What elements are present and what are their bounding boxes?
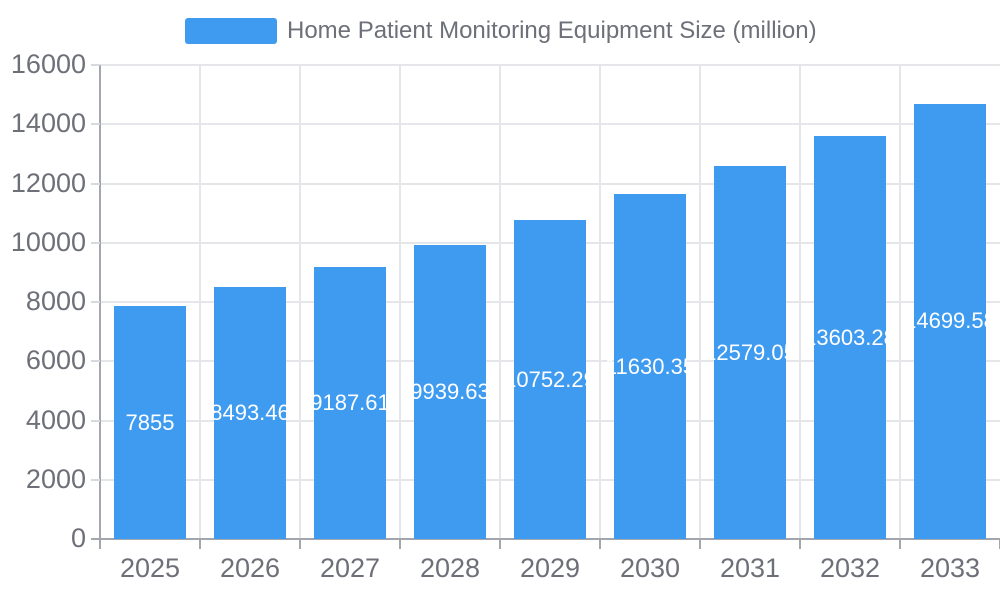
bar-2031[interactable] — [714, 166, 786, 539]
x-axis-label-2025: 2025 — [119, 553, 181, 583]
bar-2026[interactable] — [214, 287, 286, 539]
y-axis-tick-label: 2000 — [25, 463, 86, 494]
y-axis-tick-label: 14000 — [10, 108, 86, 139]
legend-swatch-icon[interactable] — [185, 18, 277, 44]
y-axis-tick — [91, 123, 100, 126]
y-axis-tick — [91, 419, 100, 422]
x-axis-label-2029: 2029 — [519, 553, 581, 583]
y-axis-tick-label: 16000 — [10, 49, 86, 79]
x-axis-tick — [299, 540, 301, 549]
y-axis-tick — [91, 478, 100, 481]
bar-2029[interactable] — [514, 220, 586, 539]
x-axis-label-2027: 2027 — [319, 553, 381, 583]
gridline-x-2 — [299, 65, 301, 539]
x-axis-tick — [199, 540, 201, 549]
x-axis-tick — [599, 540, 601, 549]
x-axis-tick — [799, 540, 801, 549]
bar-2030[interactable] — [614, 194, 686, 539]
gridline-y-14000 — [100, 123, 1000, 126]
y-axis-tick-label: 12000 — [10, 167, 86, 198]
gridline-x-8 — [899, 65, 901, 539]
gridline-x-6 — [699, 65, 701, 539]
y-axis-tick — [91, 182, 100, 185]
bar-2028[interactable] — [414, 244, 486, 539]
gridline-y-16000 — [100, 64, 1000, 66]
gridline-x-7 — [799, 65, 801, 539]
legend[interactable]: Home Patient Monitoring Equipment Size (… — [185, 17, 817, 45]
y-axis-tick — [91, 301, 100, 303]
bar-2027[interactable] — [314, 266, 386, 539]
x-axis-tick — [899, 540, 901, 549]
x-axis-tick — [499, 540, 501, 549]
x-axis-label-2030: 2030 — [619, 553, 681, 583]
y-axis-tick-label: 4000 — [25, 404, 86, 435]
gridline-x-1 — [199, 65, 201, 539]
y-axis-tick — [91, 241, 100, 244]
x-axis-tick — [399, 540, 401, 549]
y-axis-tick-label: 8000 — [25, 286, 86, 316]
bar-2033[interactable] — [914, 103, 986, 539]
y-axis-tick-label: 0 — [70, 523, 86, 553]
x-axis-label-2028: 2028 — [419, 553, 481, 583]
x-axis-label-2031: 2031 — [719, 553, 781, 583]
gridline-x-3 — [399, 65, 401, 539]
legend-label: Home Patient Monitoring Equipment Size (… — [287, 17, 817, 44]
x-axis-label-2026: 2026 — [219, 553, 281, 583]
y-axis-tick — [91, 64, 100, 66]
x-axis-tick — [699, 540, 701, 549]
bar-2032[interactable] — [814, 136, 886, 539]
y-axis-tick-label: 10000 — [10, 226, 86, 257]
gridline-x-5 — [599, 65, 601, 539]
gridline-x-4 — [499, 65, 501, 539]
x-axis-line — [91, 538, 1000, 540]
x-axis-label-2033: 2033 — [919, 553, 981, 583]
x-axis-label-2032: 2032 — [819, 553, 881, 583]
y-axis-tick — [91, 360, 100, 363]
y-axis-tick-label: 6000 — [25, 345, 86, 376]
bar-2025[interactable] — [114, 306, 186, 539]
gridline-y-12000 — [100, 182, 1000, 185]
y-axis-line — [99, 65, 101, 549]
